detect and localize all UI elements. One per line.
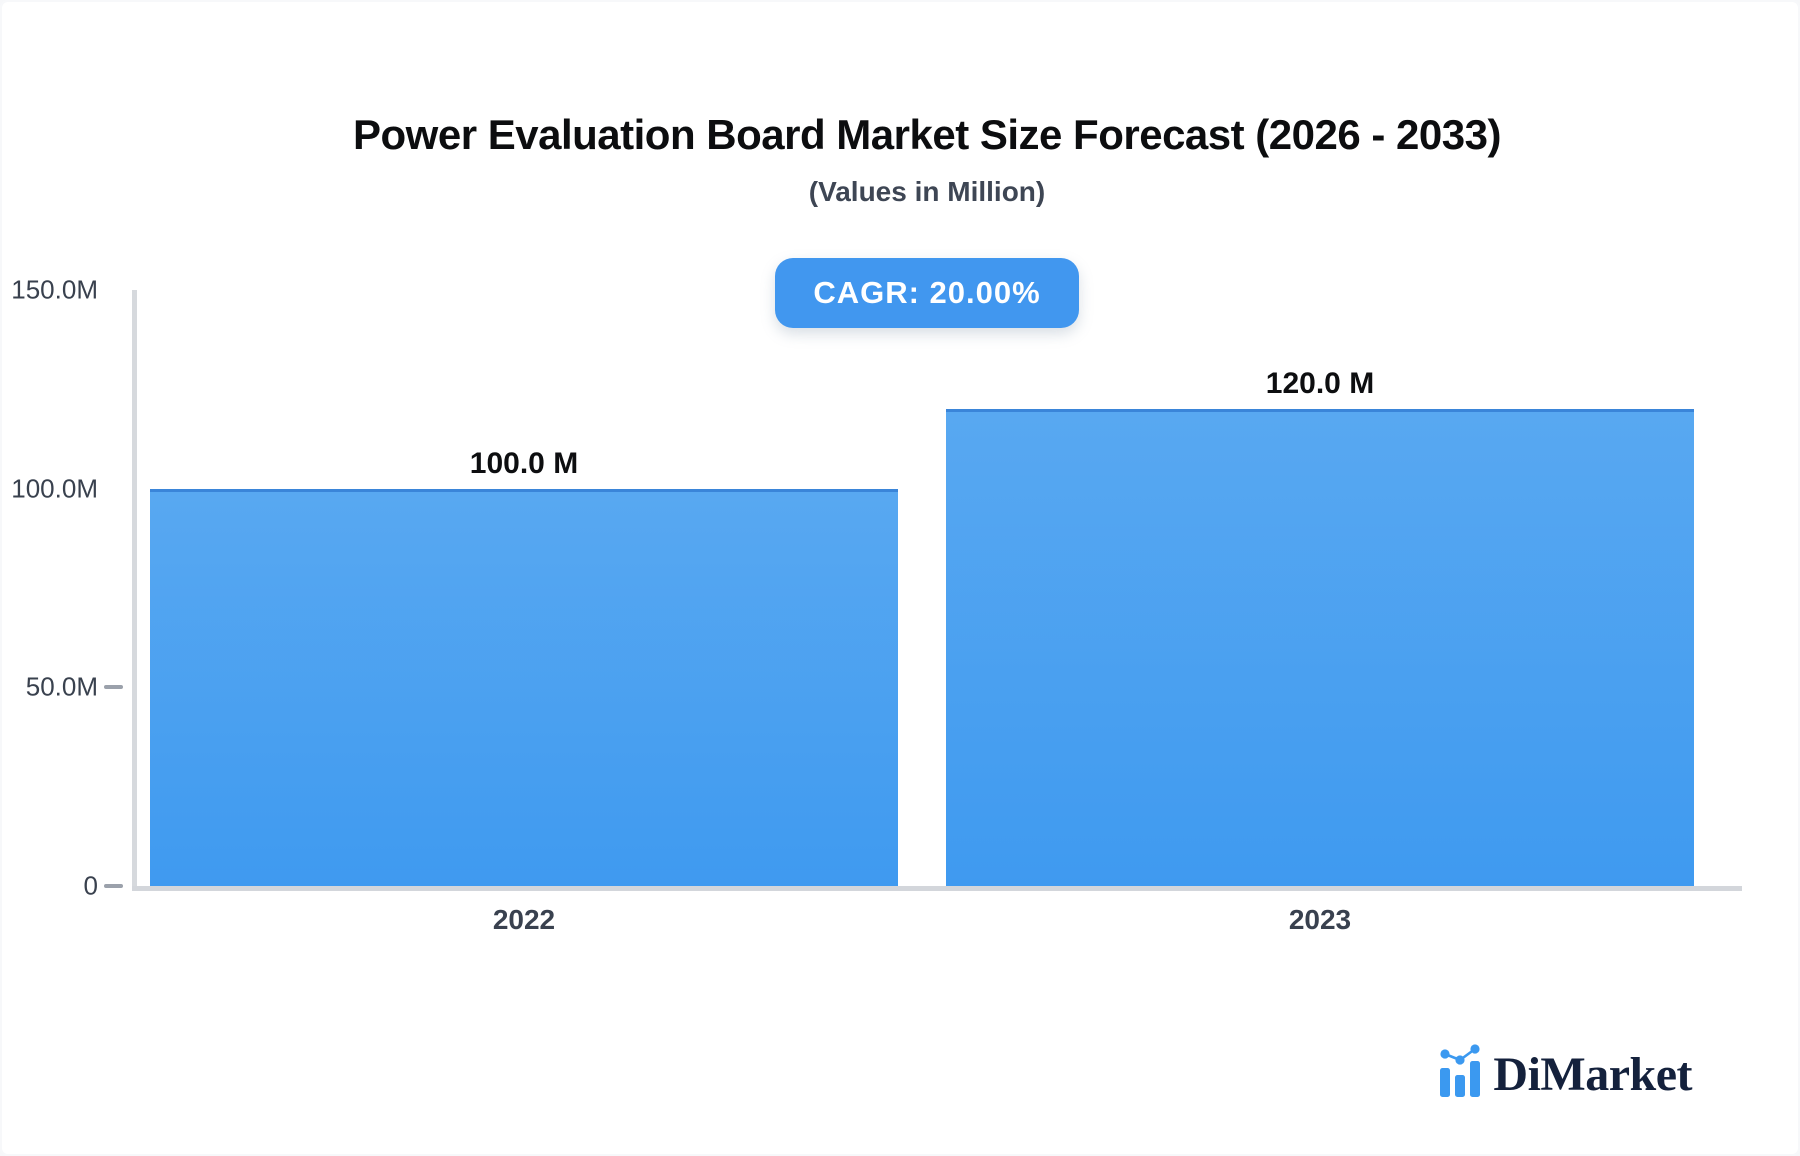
bar-2023 [946, 409, 1694, 886]
chart-subtitle: (Values in Million) [808, 176, 1046, 208]
y-axis-tick-label: 150.0M [11, 274, 98, 305]
bar-line-chart-icon [1440, 1044, 1481, 1097]
bar-value-label: 100.0 M [469, 446, 579, 480]
x-axis-label: 2022 [492, 904, 556, 935]
brand-name: DiMarket [1493, 1048, 1692, 1101]
y-axis-tick-label: 0 [83, 870, 98, 901]
y-axis-tick-mark [104, 685, 123, 690]
chart-title: Power Evaluation Board Market Size Forec… [353, 111, 1501, 158]
brand-logo: DiMarket [1439, 1044, 1692, 1099]
y-axis-tick-mark [104, 884, 123, 888]
bar-2022 [150, 488, 898, 886]
y-axis-tick-label: 50.0M [25, 671, 98, 702]
cagr-badge-row: CAGR: 20.00% [52, 258, 1798, 328]
y-axis-tick-label: 100.0M [11, 473, 98, 504]
y-axis-line [132, 290, 137, 890]
chart-header: Power Evaluation Board Market Size Forec… [52, 2, 1798, 208]
x-axis-label: 2023 [1288, 904, 1352, 935]
cagr-badge: CAGR: 20.00% [775, 258, 1079, 328]
x-axis-line [132, 886, 1742, 891]
bar-value-label: 120.0 M [1265, 367, 1375, 401]
